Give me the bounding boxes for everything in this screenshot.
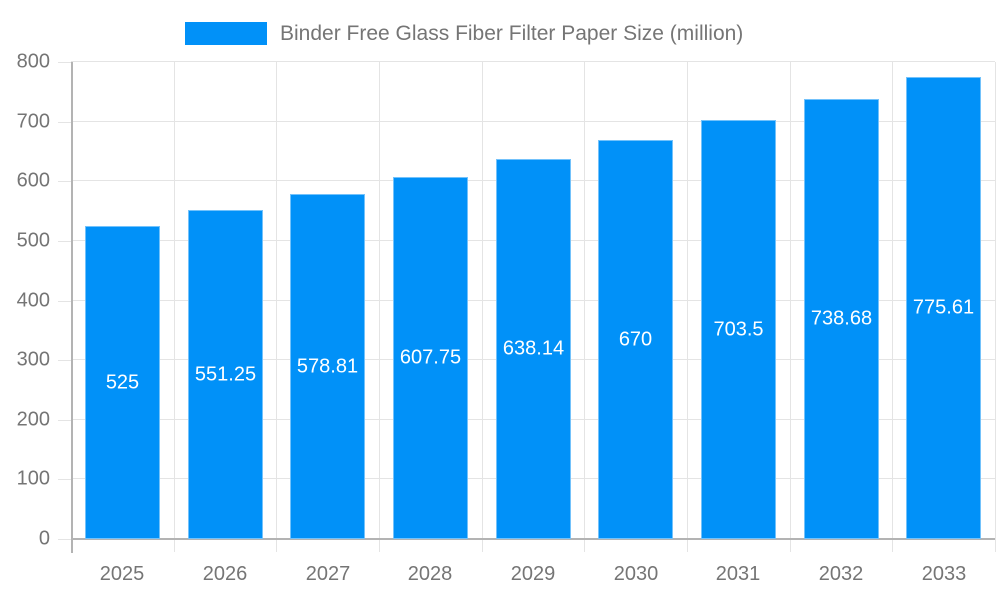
gridline-vertical [276, 62, 277, 552]
y-axis-tick [58, 301, 71, 302]
bar-value-label: 551.25 [194, 363, 257, 385]
y-axis-tick [58, 62, 71, 63]
gridline-horizontal [71, 120, 995, 122]
y-axis-tick-label: 600 [16, 169, 50, 192]
gridline-horizontal [71, 61, 995, 62]
y-axis-tick [58, 420, 71, 421]
y-axis-tick [58, 181, 71, 182]
legend[interactable]: Binder Free Glass Fiber Filter Paper Siz… [185, 22, 743, 45]
y-axis-tick-label: 500 [16, 229, 50, 252]
gridline-vertical [687, 62, 688, 552]
x-axis-line [71, 538, 995, 540]
gridline-vertical [482, 62, 483, 552]
y-axis-tick [58, 122, 71, 123]
x-axis-tick-label: 2030 [613, 563, 659, 585]
x-axis-tick-label: 2029 [510, 563, 556, 585]
bar-2026: 551.25 [188, 210, 263, 539]
y-axis-tick-label: 400 [16, 289, 50, 312]
bar-2032: 738.68 [804, 99, 879, 539]
gridline-vertical [995, 62, 996, 552]
bar-value-label: 703.5 [713, 318, 764, 340]
y-axis-tick-label: 700 [16, 110, 50, 133]
y-axis-tick [58, 479, 71, 480]
plot-area: 525 551.25 578.81 607.75 638.14 670 703.5 738.6… [71, 61, 996, 553]
bar-2030: 670 [598, 140, 673, 539]
bar-value-label: 638.14 [502, 337, 565, 360]
x-axis-tick-label: 2032 [818, 563, 864, 585]
y-axis-tick-label: 100 [16, 467, 50, 490]
x-axis-tick-label: 2026 [202, 563, 248, 585]
bar-2025: 525 [85, 226, 160, 539]
bar-2031: 703.5 [701, 120, 776, 539]
bar-value-label: 525 [105, 371, 140, 393]
y-axis-tick [58, 360, 71, 361]
bar-2029: 638.14 [496, 159, 571, 539]
bar-value-label: 607.75 [399, 346, 462, 369]
gridline-vertical [174, 62, 175, 552]
gridline-vertical [790, 62, 791, 552]
gridline-vertical [379, 62, 380, 552]
x-axis-tick-label: 2033 [921, 563, 967, 585]
y-axis-tick-label: 300 [16, 348, 50, 371]
y-axis-tick-label: 800 [16, 50, 50, 73]
gridline-vertical [584, 62, 585, 552]
bar-2033: 775.61 [906, 77, 981, 539]
y-axis-tick-label: 0 [38, 527, 50, 550]
bar-value-label: 775.61 [912, 296, 975, 319]
x-axis-tick-label: 2031 [715, 563, 761, 585]
bar-value-label: 670 [618, 328, 653, 350]
y-axis-tick-label: 200 [16, 408, 50, 431]
legend-marker [185, 22, 267, 45]
y-axis-tick [58, 539, 71, 540]
bar-value-label: 578.81 [296, 355, 359, 377]
y-axis-tick [58, 241, 71, 242]
y-axis-line [71, 62, 73, 553]
bar-2027: 578.81 [290, 194, 365, 539]
bar-value-label: 738.68 [810, 307, 873, 330]
x-axis-tick-label: 2027 [305, 563, 351, 585]
x-axis-tick-label: 2028 [407, 563, 453, 585]
x-axis-tick-label: 2025 [99, 563, 145, 585]
gridline-vertical [892, 62, 893, 552]
bar-2028: 607.75 [393, 177, 468, 539]
legend-label: Binder Free Glass Fiber Filter Paper Siz… [280, 22, 744, 45]
